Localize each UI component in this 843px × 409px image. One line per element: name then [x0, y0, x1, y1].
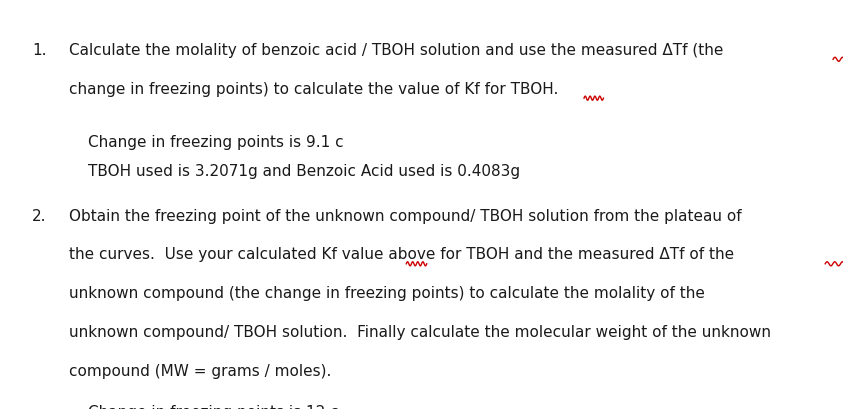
- Text: change in freezing points) to calculate the value of Kf for TBOH.: change in freezing points) to calculate …: [69, 82, 559, 97]
- Text: 1.: 1.: [32, 43, 46, 58]
- Text: 2.: 2.: [32, 209, 46, 224]
- Text: TBOH used is 3.2071g and Benzoic Acid used is 0.4083g: TBOH used is 3.2071g and Benzoic Acid us…: [88, 164, 520, 179]
- Text: the curves.  Use your calculated Kf value above for TBOH and the measured ΔTf of: the curves. Use your calculated Kf value…: [69, 247, 734, 263]
- Text: Obtain the freezing point of the unknown compound/ TBOH solution from the platea: Obtain the freezing point of the unknown…: [69, 209, 742, 224]
- Text: unknown compound (the change in freezing points) to calculate the molality of th: unknown compound (the change in freezing…: [69, 286, 705, 301]
- Text: Change in freezing points is 9.1 c: Change in freezing points is 9.1 c: [88, 135, 343, 150]
- Text: unknown compound/ TBOH solution.  Finally calculate the molecular weight of the : unknown compound/ TBOH solution. Finally…: [69, 325, 771, 340]
- Text: Calculate the molality of benzoic acid / TBOH solution and use the measured ΔTf : Calculate the molality of benzoic acid /…: [69, 43, 723, 58]
- Text: Change in freezing points is 12 c: Change in freezing points is 12 c: [88, 405, 338, 409]
- Text: compound (MW = grams / moles).: compound (MW = grams / moles).: [69, 364, 331, 379]
